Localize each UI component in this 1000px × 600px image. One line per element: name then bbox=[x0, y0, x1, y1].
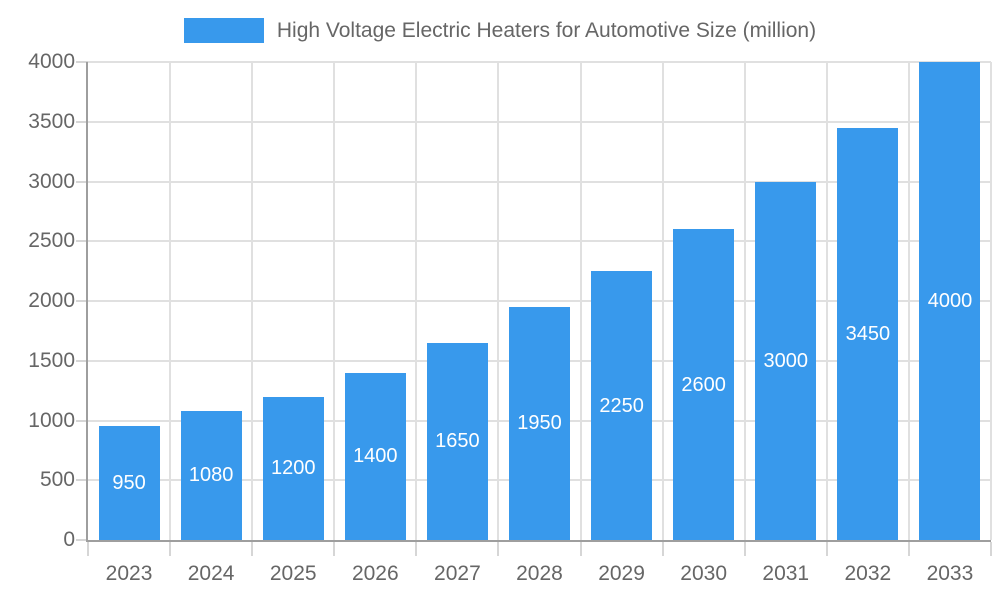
chart-title: High Voltage Electric Heaters for Automo… bbox=[276, 18, 817, 42]
vertical-gridline bbox=[169, 62, 172, 540]
bar-value-label: 3000 bbox=[763, 349, 809, 372]
bar-value-label: 1650 bbox=[435, 430, 480, 453]
bar-value-label: 2600 bbox=[681, 373, 726, 396]
bar-value-label: 1200 bbox=[270, 457, 316, 480]
y-axis-tick-label: 1500 bbox=[28, 348, 75, 372]
x-tick bbox=[990, 542, 992, 556]
y-tick bbox=[76, 180, 88, 183]
x-axis-tick-label: 2024 bbox=[187, 562, 235, 585]
bar bbox=[837, 127, 899, 540]
vertical-gridline bbox=[661, 62, 664, 540]
x-tick bbox=[251, 542, 254, 556]
bar bbox=[180, 410, 242, 540]
x-tick bbox=[907, 542, 910, 556]
bar bbox=[591, 271, 653, 540]
x-axis-tick-label: 2025 bbox=[269, 562, 317, 585]
vertical-gridline bbox=[990, 62, 992, 540]
vertical-gridline bbox=[333, 62, 336, 540]
bar bbox=[509, 306, 570, 540]
bar bbox=[426, 342, 488, 540]
x-axis-tick-label: 2033 bbox=[926, 562, 974, 585]
bar bbox=[344, 372, 406, 540]
y-axis-tick-label: 0 bbox=[63, 528, 75, 551]
bar bbox=[919, 62, 981, 540]
bar-value-label: 1400 bbox=[353, 445, 398, 468]
y-axis-tick-label: 500 bbox=[39, 468, 75, 492]
y-tick bbox=[76, 61, 88, 63]
x-tick bbox=[661, 542, 664, 556]
x-axis-line bbox=[86, 540, 991, 542]
vertical-gridline bbox=[415, 62, 418, 540]
bar bbox=[673, 229, 735, 540]
y-axis-tick-label: 2000 bbox=[28, 289, 75, 312]
x-axis-tick-label: 2028 bbox=[516, 562, 563, 585]
y-axis-tick-label: 2500 bbox=[28, 229, 75, 253]
chart-legend: High Voltage Electric Heaters for Automo… bbox=[0, 18, 1000, 43]
vertical-gridline bbox=[579, 62, 582, 540]
x-tick bbox=[87, 542, 89, 556]
x-axis-tick-label: 2029 bbox=[598, 562, 645, 585]
x-axis-tick-label: 2031 bbox=[762, 562, 810, 585]
x-axis-tick-label: 2026 bbox=[351, 562, 399, 585]
y-axis-tick-label: 1000 bbox=[28, 408, 75, 432]
x-tick bbox=[333, 542, 336, 556]
y-tick bbox=[76, 419, 88, 422]
horizontal-gridline bbox=[88, 300, 991, 302]
x-tick bbox=[169, 542, 172, 556]
vertical-gridline bbox=[825, 62, 828, 540]
y-axis-line bbox=[86, 62, 88, 542]
bar-value-label: 950 bbox=[112, 472, 146, 495]
y-tick bbox=[76, 479, 88, 482]
horizontal-gridline bbox=[88, 240, 991, 243]
horizontal-gridline bbox=[88, 61, 991, 63]
y-tick bbox=[76, 240, 88, 243]
x-tick bbox=[415, 542, 418, 556]
bar bbox=[755, 181, 817, 540]
y-tick bbox=[76, 300, 88, 302]
x-axis-tick-label: 2027 bbox=[434, 562, 481, 585]
x-tick bbox=[825, 542, 828, 556]
horizontal-gridline bbox=[88, 180, 991, 183]
y-axis-tick-label: 3000 bbox=[28, 169, 75, 193]
bar-value-label: 3450 bbox=[845, 322, 891, 345]
x-axis-tick-label: 2030 bbox=[680, 562, 728, 585]
vertical-gridline bbox=[743, 62, 746, 540]
y-tick bbox=[76, 539, 88, 541]
y-tick bbox=[76, 359, 88, 362]
bar-value-label: 4000 bbox=[927, 290, 973, 312]
bar-value-label: 2250 bbox=[599, 394, 644, 417]
x-tick bbox=[579, 542, 582, 556]
bar-value-label: 1950 bbox=[517, 412, 562, 435]
vertical-gridline bbox=[907, 62, 910, 540]
y-axis-tick-label: 4000 bbox=[28, 50, 75, 73]
vertical-gridline bbox=[497, 62, 500, 540]
bar bbox=[262, 396, 324, 540]
y-axis-tick-label: 3500 bbox=[28, 109, 75, 133]
horizontal-gridline bbox=[88, 120, 991, 123]
legend-swatch bbox=[183, 18, 264, 43]
bar-value-label: 1080 bbox=[188, 464, 234, 487]
vertical-gridline bbox=[251, 62, 254, 540]
x-axis-tick-label: 2023 bbox=[105, 562, 153, 585]
x-axis-tick-label: 2032 bbox=[844, 562, 892, 585]
y-tick bbox=[76, 120, 88, 123]
x-tick bbox=[497, 542, 500, 556]
x-tick bbox=[743, 542, 746, 556]
bar bbox=[98, 426, 160, 540]
